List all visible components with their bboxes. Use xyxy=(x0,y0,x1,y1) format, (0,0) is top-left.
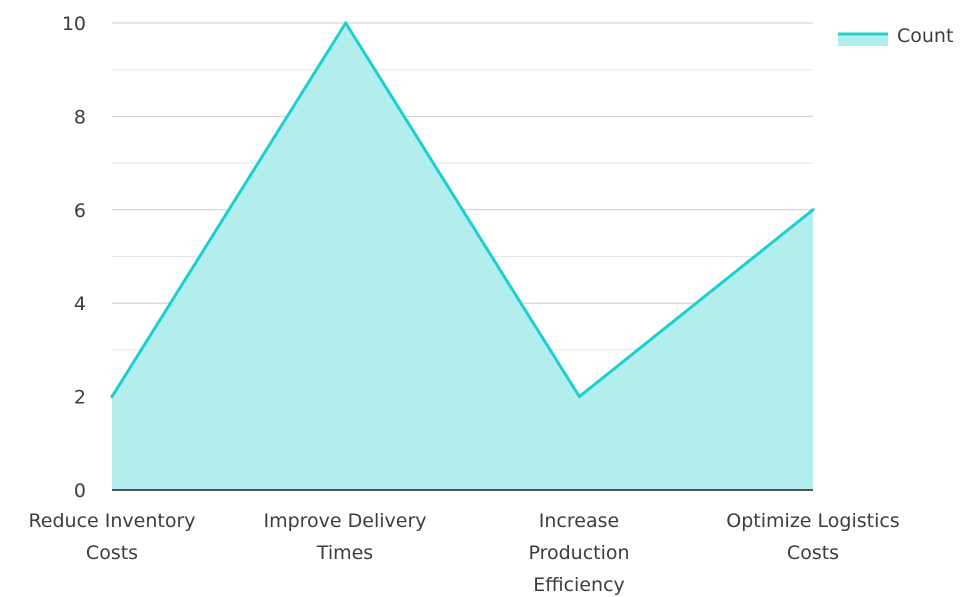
y-tick-label: 6 xyxy=(74,200,86,222)
series-line-segment xyxy=(577,208,815,399)
y-tick-label: 2 xyxy=(74,387,86,409)
x-tick-label: Improve Delivery Times xyxy=(263,510,426,564)
y-axis-ticks: 0 2 4 6 8 10 xyxy=(62,13,86,502)
legend-swatch-fill xyxy=(838,33,888,46)
x-tick-label: Optimize Logistics Costs xyxy=(726,510,899,564)
series-line-group xyxy=(110,21,815,399)
area-fill-count xyxy=(112,23,813,490)
x-tick-label: Reduce Inventory Costs xyxy=(28,510,195,564)
data-point[interactable] xyxy=(110,395,114,399)
series-line-segment xyxy=(110,21,348,399)
series-line-segment xyxy=(344,21,581,399)
y-tick-label: 8 xyxy=(74,106,86,128)
data-point[interactable] xyxy=(577,395,581,399)
x-tick-label: Increase Production Efficiency xyxy=(528,510,629,596)
y-tick-label: 4 xyxy=(74,293,86,315)
data-point[interactable] xyxy=(344,21,348,25)
legend[interactable]: Count xyxy=(838,25,953,47)
series-area xyxy=(112,23,813,490)
data-point[interactable] xyxy=(811,208,815,212)
y-tick-label: 10 xyxy=(62,13,86,35)
legend-label-count: Count xyxy=(897,25,953,47)
x-axis-ticks: Reduce Inventory Costs Improve Delivery Tim… xyxy=(28,510,899,596)
y-tick-label: 0 xyxy=(74,480,86,502)
